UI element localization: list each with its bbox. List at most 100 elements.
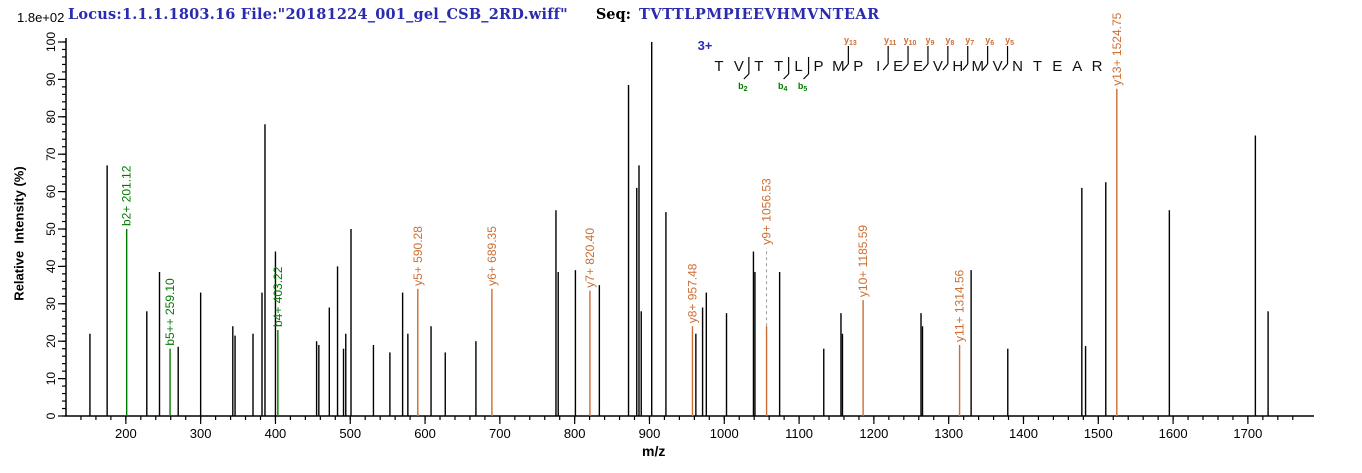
cleavage-mark-hook <box>803 73 809 80</box>
y-tick-label: 100 <box>44 32 58 52</box>
sequence-residue: T <box>754 58 763 75</box>
y-tick-label: 0 <box>44 412 58 419</box>
fragment-ion-b5++: b5++ 259.10 <box>163 278 177 416</box>
cleavage-mark-hook <box>842 63 849 71</box>
ion-mark-label: y8 <box>945 35 954 47</box>
x-ticks <box>80 416 1294 424</box>
peaks <box>89 42 1269 416</box>
sequence-residue: L <box>794 58 802 75</box>
ion-mark-label: b2 <box>738 81 748 93</box>
y-ticks <box>58 41 66 417</box>
fragment-ion-label: b5++ 259.10 <box>163 278 177 346</box>
x-tick-label: 900 <box>639 426 661 441</box>
x-tick-label: 400 <box>265 426 287 441</box>
b-ion-mark: b2 <box>738 57 750 93</box>
fragment-ion-label: y13+ 1524.75 <box>1110 12 1124 85</box>
b-ion-mark: b5 <box>798 57 810 93</box>
cleavage-mark-hook <box>942 63 949 71</box>
fragment-ion-y11+: y11+ 1314.56 <box>953 269 967 416</box>
ion-mark-label: y10 <box>904 35 917 47</box>
ion-mark-label: y6 <box>985 35 994 47</box>
fragment-ion-label: y6+ 689.35 <box>485 226 499 286</box>
ion-mark-label: y11 <box>884 35 897 47</box>
header-line: Locus:1.1.1.1803.16 File:"20181224_001_g… <box>68 6 880 23</box>
sequence-residue: E <box>913 58 923 75</box>
x-tick-label: 1400 <box>1009 426 1038 441</box>
x-tick-label: 1100 <box>785 426 813 441</box>
sequence-residue: T <box>1033 58 1042 75</box>
fragment-ion-y10+: y10+ 1185.59 <box>856 225 870 416</box>
ion-mark-label: y7 <box>965 35 974 47</box>
fragment-ion-y9+: y9+ 1056.53 <box>760 178 774 416</box>
y-axis-scale-note: 1.8e+02 <box>17 10 65 25</box>
sequence-residue: A <box>1072 58 1082 75</box>
y-ion-mark: y6 <box>982 35 994 71</box>
x-tick-label: 300 <box>190 426 212 441</box>
x-tick-label: 1300 <box>934 426 963 441</box>
sequence-residue: H <box>952 58 963 75</box>
b-ion-mark: b4 <box>778 57 790 93</box>
fragment-ion-y5+: y5+ 590.28 <box>411 226 425 416</box>
sequence-residue: P <box>853 58 863 75</box>
sequence-residue: V <box>933 58 943 75</box>
x-tick-label: 1000 <box>710 426 739 441</box>
fragment-ion-label: y9+ 1056.53 <box>760 178 774 245</box>
y-ion-mark: y5 <box>1002 35 1014 71</box>
cleavage-mark-hook <box>902 63 909 71</box>
sequence-residue: M <box>971 58 984 75</box>
ion-mark-label: y13 <box>844 35 857 47</box>
ion-mark-label: y5 <box>1005 35 1014 47</box>
ion-mark-label: b5 <box>798 81 808 93</box>
fragment-ion-label: b4+ 403.22 <box>271 266 285 327</box>
y-ion-mark: y7 <box>962 35 974 71</box>
cleavage-mark-hook <box>982 63 989 71</box>
x-tick-label: 1500 <box>1084 426 1113 441</box>
y-tick-label: 50 <box>44 222 58 236</box>
cleavage-mark-hook <box>922 63 929 71</box>
fragment-ion-label: y7+ 820.40 <box>583 228 597 288</box>
y-tick-label: 60 <box>44 185 58 199</box>
fragment-ion-b4+: b4+ 403.22 <box>271 266 285 416</box>
sequence-residue: V <box>993 58 1003 75</box>
sequence-residue: T <box>774 58 783 75</box>
sequence-residue: M <box>832 58 845 75</box>
sequence-residue: I <box>876 58 880 75</box>
y-ion-mark: y8 <box>942 35 954 71</box>
fragment-ion-label: y5+ 590.28 <box>411 226 425 286</box>
fragment-ion-label: y10+ 1185.59 <box>856 225 870 298</box>
locus-file-text: Locus:1.1.1.1803.16 File:"20181224_001_g… <box>68 6 568 23</box>
y-tick-label: 80 <box>44 110 58 124</box>
sequence-residue: E <box>1052 58 1062 75</box>
y-tick-label: 30 <box>44 297 58 311</box>
ion-mark-label: b4 <box>778 81 788 93</box>
x-tick-label: 800 <box>564 426 586 441</box>
sequence-residue: R <box>1092 58 1103 75</box>
y-tick-label: 70 <box>44 147 58 161</box>
x-tick-label: 600 <box>414 426 436 441</box>
fragment-ion-label: b2+ 201.12 <box>120 165 134 226</box>
x-tick-label: 500 <box>339 426 361 441</box>
sequence-residue: P <box>813 58 823 75</box>
fragment-ion-label: y11+ 1314.56 <box>953 269 967 342</box>
y-ion-mark: y9 <box>922 35 935 71</box>
x-axis-title: m/z <box>642 443 666 459</box>
x-tick-label: 1700 <box>1233 426 1262 441</box>
y-tick-label: 20 <box>44 334 58 348</box>
fragment-ion-b2+: b2+ 201.12 <box>120 165 134 416</box>
fragment-ion-label: y8+ 957.48 <box>685 263 699 323</box>
y-tick-label: 10 <box>44 372 58 386</box>
seq-value: TVTTLPMPIEEVHMVNTEAR <box>639 6 880 23</box>
y-tick-label: 40 <box>44 259 58 273</box>
seq-label: Seq: <box>595 6 632 23</box>
cleavage-mark-hook <box>962 63 969 71</box>
ion-mark-label: y9 <box>925 35 934 47</box>
fragment-ion-y8+: y8+ 957.48 <box>685 263 699 416</box>
cleavage-mark-hook <box>743 73 750 80</box>
y-tick-label: 90 <box>44 72 58 86</box>
sequence-residue: T <box>714 58 723 75</box>
x-tick-label: 200 <box>115 426 137 441</box>
cleavage-mark-hook <box>783 73 790 80</box>
cleavage-mark-hook <box>1002 63 1009 71</box>
